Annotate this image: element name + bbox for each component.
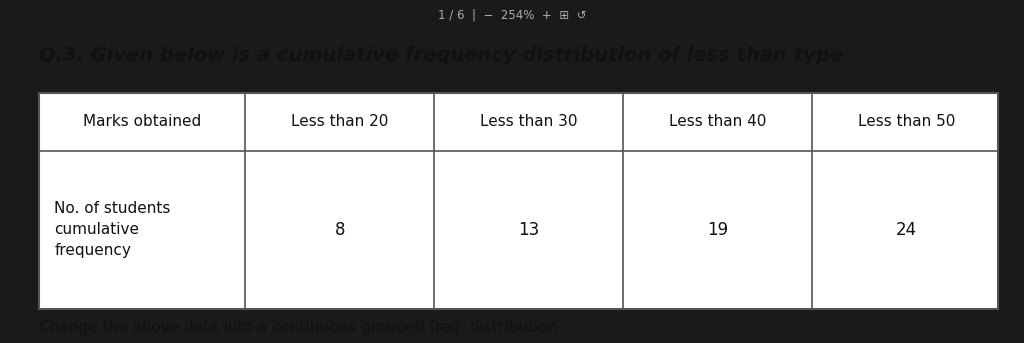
Text: 13: 13 xyxy=(518,221,540,239)
Text: Q.3. Given below is a cumulative frequency distribution of less than type: Q.3. Given below is a cumulative frequen… xyxy=(39,46,843,65)
Text: 1 / 6  |  −  254%  +  ⊞  ↺: 1 / 6 | − 254% + ⊞ ↺ xyxy=(437,9,587,22)
Text: Marks obtained: Marks obtained xyxy=(83,114,201,129)
Text: Less than 30: Less than 30 xyxy=(480,114,578,129)
Text: 19: 19 xyxy=(708,221,728,239)
FancyBboxPatch shape xyxy=(39,93,998,309)
Text: Less than 20: Less than 20 xyxy=(291,114,388,129)
Text: Change the above data into a continuous grouped freq. distribution: Change the above data into a continuous … xyxy=(39,320,557,335)
Text: 8: 8 xyxy=(335,221,345,239)
Text: No. of students
cumulative
frequency: No. of students cumulative frequency xyxy=(54,201,171,258)
Text: Less than 50: Less than 50 xyxy=(858,114,955,129)
Text: Less than 40: Less than 40 xyxy=(669,114,766,129)
Text: 24: 24 xyxy=(896,221,918,239)
